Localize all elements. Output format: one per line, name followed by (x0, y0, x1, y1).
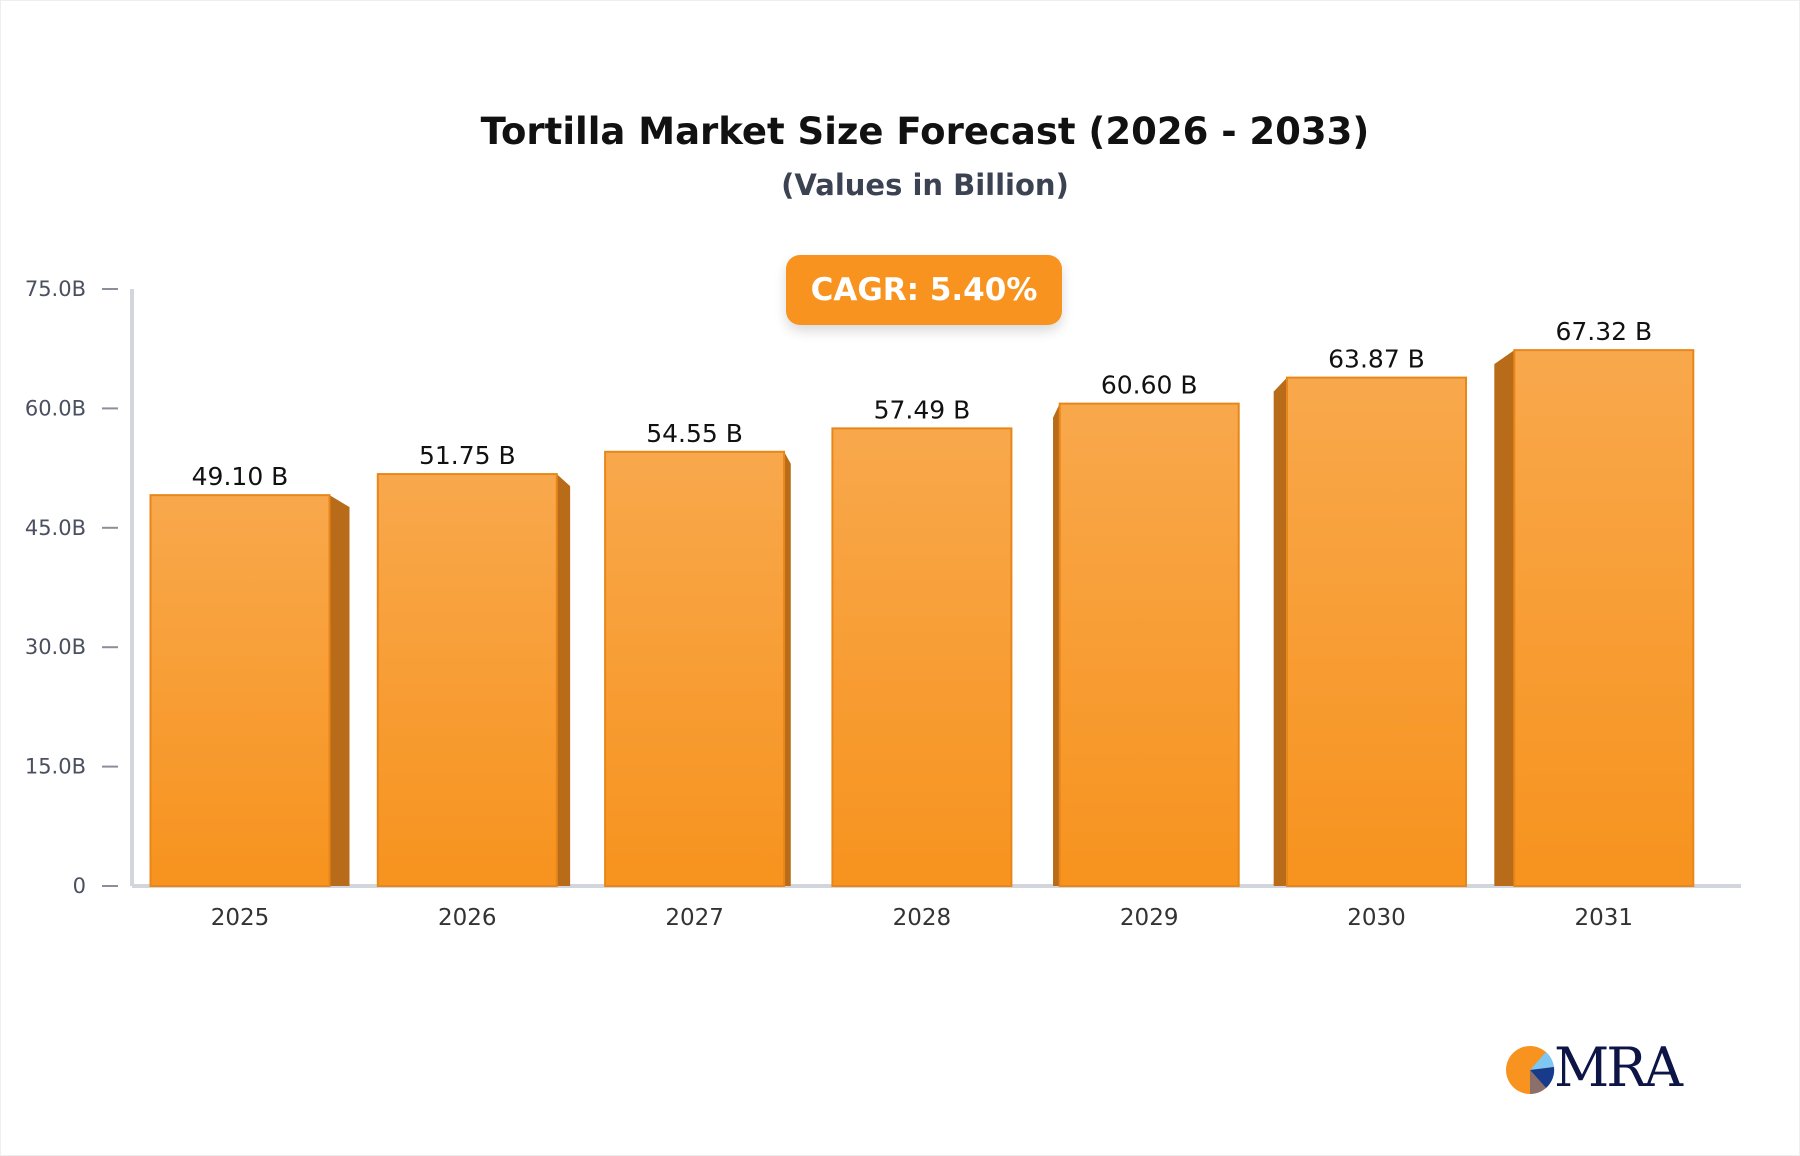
bar (149, 494, 331, 887)
bar (1058, 402, 1240, 887)
logo-text: MRA (1554, 1036, 1683, 1099)
bar-side (1053, 403, 1060, 886)
y-tick-label: 0 (73, 874, 86, 898)
bar-side (784, 451, 791, 886)
bar-value-label: 67.32 B (1555, 317, 1652, 346)
y-tick-label: 30.0B (25, 635, 86, 659)
bar (604, 450, 786, 887)
bar-side (1494, 350, 1515, 886)
mra-logo: MRA (1506, 1036, 1706, 1100)
bar (376, 473, 558, 887)
x-tick-label: 2028 (893, 905, 952, 931)
x-tick-label: 2030 (1347, 905, 1406, 931)
bar-value-label: 54.55 B (646, 419, 743, 448)
bar-side (556, 474, 571, 886)
bar-side (1273, 377, 1287, 886)
bar (831, 427, 1013, 887)
bar (1286, 376, 1467, 887)
bar-value-label: 63.87 B (1328, 345, 1425, 374)
y-tick-label: 15.0B (25, 755, 86, 779)
x-tick-label: 2029 (1120, 905, 1179, 931)
bar-value-label: 57.49 B (874, 395, 971, 424)
chart-subtitle: (Values in Billion) (781, 168, 1069, 202)
cagr-badge: CAGR: 5.40% (786, 255, 1062, 325)
bar (1513, 349, 1695, 887)
bar-value-label: 51.75 B (419, 441, 516, 470)
bar-value-label: 49.10 B (192, 462, 289, 491)
y-tick-label: 45.0B (25, 516, 86, 540)
bar-value-label: 60.60 B (1101, 371, 1198, 400)
pie-logo-icon (1506, 1046, 1555, 1095)
x-tick-label: 2025 (211, 905, 270, 931)
x-tick-label: 2027 (665, 905, 724, 931)
y-tick-label: 60.0B (25, 396, 86, 420)
x-tick-label: 2031 (1575, 905, 1634, 931)
bar-side (329, 495, 350, 886)
y-tick-label: 75.0B (25, 277, 86, 301)
x-tick-label: 2026 (438, 905, 497, 931)
chart-title: Tortilla Market Size Forecast (2026 - 20… (480, 110, 1370, 153)
